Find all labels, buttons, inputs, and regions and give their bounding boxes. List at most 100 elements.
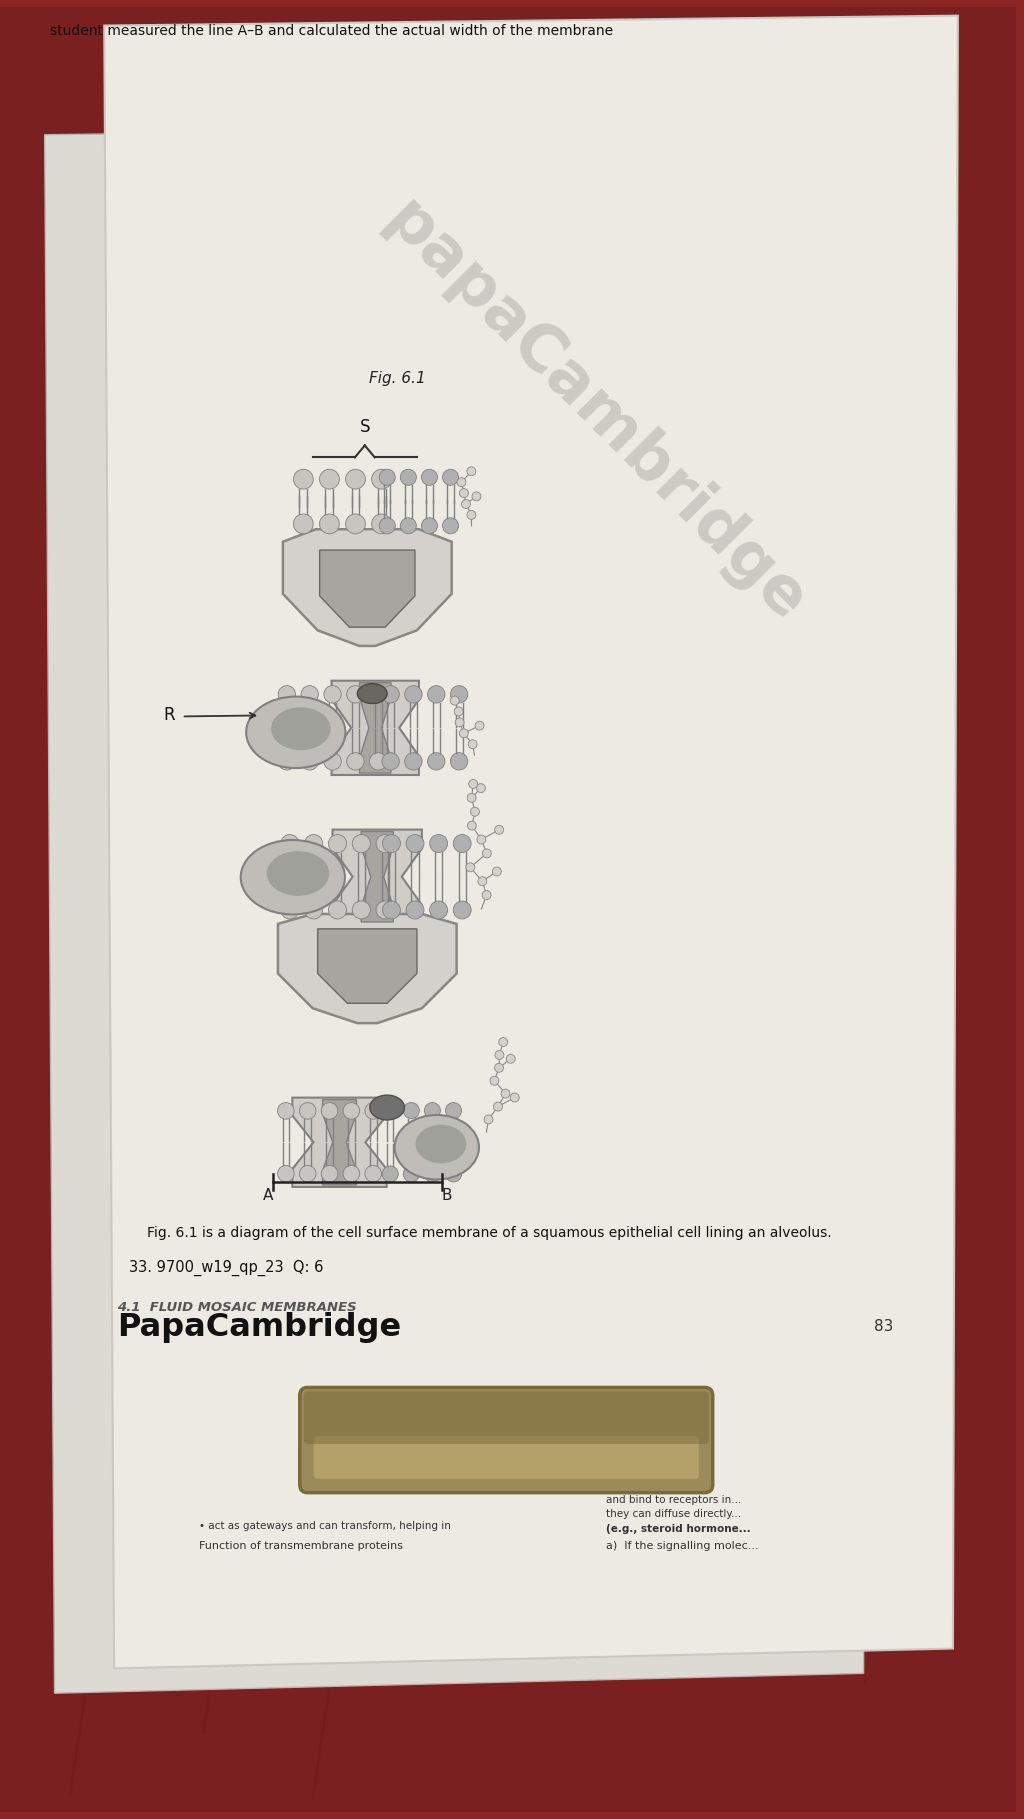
Circle shape [322,1166,338,1182]
Circle shape [430,900,447,919]
Polygon shape [283,529,452,646]
Circle shape [299,1166,316,1182]
Text: student measured the line A–B and calculated the actual width of the membrane: student measured the line A–B and calcul… [49,24,612,38]
Text: and bind to receptors in...: and bind to receptors in... [605,1495,741,1504]
Text: • act as gateways and can transform, helping in: • act as gateways and can transform, hel… [199,1521,451,1532]
Circle shape [382,753,399,769]
Circle shape [278,1166,294,1182]
Ellipse shape [246,697,345,768]
Circle shape [499,1037,508,1046]
Text: a)  If the signalling molec...: a) If the signalling molec... [605,1541,758,1552]
Circle shape [352,900,371,919]
Circle shape [347,753,365,769]
Circle shape [372,515,391,533]
Circle shape [457,478,466,487]
Circle shape [467,820,476,829]
Polygon shape [319,549,415,628]
Circle shape [301,753,318,769]
Text: 4.1  FLUID MOSAIC MEMBRANES: 4.1 FLUID MOSAIC MEMBRANES [117,1301,356,1313]
Polygon shape [104,16,957,1668]
Circle shape [484,1115,493,1124]
Ellipse shape [394,1115,479,1179]
Circle shape [343,1102,359,1119]
Circle shape [494,1102,503,1111]
Circle shape [442,469,459,486]
Polygon shape [45,126,868,1693]
Ellipse shape [267,851,330,895]
Circle shape [467,467,476,477]
Circle shape [382,686,399,702]
Circle shape [383,835,400,853]
Circle shape [501,1090,510,1099]
Circle shape [422,469,437,486]
Circle shape [451,686,468,702]
Circle shape [370,686,387,702]
Text: they can diffuse directly...: they can diffuse directly... [605,1510,740,1519]
Circle shape [279,753,296,769]
Text: Function of transmembrane proteins: Function of transmembrane proteins [199,1541,402,1552]
Circle shape [329,835,346,853]
Circle shape [372,469,391,489]
Circle shape [495,826,504,835]
Circle shape [324,753,341,769]
Ellipse shape [357,684,387,704]
Polygon shape [333,829,422,924]
Circle shape [407,835,424,853]
Polygon shape [332,680,419,775]
Circle shape [345,469,366,489]
Circle shape [347,686,365,702]
Circle shape [319,469,339,489]
Ellipse shape [271,708,331,749]
Circle shape [467,511,476,520]
Text: A: A [263,1188,273,1202]
Circle shape [482,849,492,859]
Circle shape [370,753,387,769]
Circle shape [475,720,484,729]
Circle shape [442,518,459,533]
Circle shape [329,900,346,919]
Text: (e.g., steroid hormone...: (e.g., steroid hormone... [605,1524,751,1535]
Circle shape [489,1077,499,1086]
Circle shape [462,500,470,509]
Circle shape [301,686,318,702]
Circle shape [445,1102,462,1119]
Circle shape [279,686,296,702]
Circle shape [466,862,475,871]
Text: R: R [164,706,175,724]
Circle shape [278,1102,294,1119]
Circle shape [454,900,471,919]
Circle shape [478,877,486,886]
Circle shape [495,1064,504,1071]
Circle shape [422,518,437,533]
Circle shape [403,1166,420,1182]
Circle shape [324,686,341,702]
Circle shape [294,515,313,533]
Circle shape [345,515,366,533]
Circle shape [477,835,485,844]
FancyBboxPatch shape [313,1435,698,1479]
Circle shape [460,729,468,739]
Text: Fig. 6.1 is a diagram of the cell surface membrane of a squamous epithelial cell: Fig. 6.1 is a diagram of the cell surfac… [146,1226,831,1239]
Polygon shape [361,831,393,922]
Circle shape [445,1166,462,1182]
Circle shape [460,489,468,498]
Circle shape [455,719,464,728]
Circle shape [451,753,468,769]
Circle shape [403,1102,420,1119]
Polygon shape [317,930,417,1004]
Circle shape [430,835,447,853]
Polygon shape [278,913,457,1022]
Circle shape [365,1166,382,1182]
Circle shape [343,1166,359,1182]
Circle shape [400,469,417,486]
Circle shape [404,753,422,769]
Circle shape [482,891,492,900]
Circle shape [382,1166,398,1182]
Circle shape [294,469,313,489]
Circle shape [382,1102,398,1119]
FancyBboxPatch shape [300,1388,713,1493]
Circle shape [454,835,471,853]
Circle shape [379,518,395,533]
Polygon shape [323,1100,356,1184]
Circle shape [407,900,424,919]
